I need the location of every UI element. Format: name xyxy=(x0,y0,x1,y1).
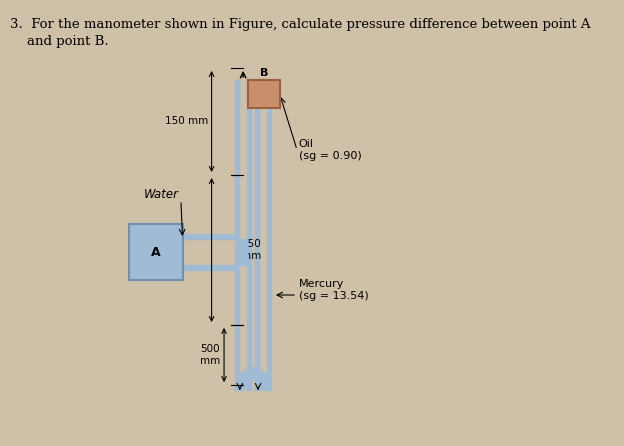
Text: Oil
(sg = 0.90): Oil (sg = 0.90) xyxy=(299,139,361,161)
Bar xyxy=(255,108,259,390)
Text: and point B.: and point B. xyxy=(10,35,109,48)
Bar xyxy=(235,80,239,108)
Bar xyxy=(248,80,280,108)
Bar xyxy=(183,234,235,239)
Bar xyxy=(235,108,239,390)
Wedge shape xyxy=(235,368,271,390)
Bar xyxy=(239,239,247,265)
Bar xyxy=(129,224,183,280)
Text: B: B xyxy=(260,68,268,78)
Bar xyxy=(267,108,271,390)
Text: 500
mm: 500 mm xyxy=(200,344,220,366)
Text: A: A xyxy=(151,245,160,259)
Text: Mercury
(sg = 13.54): Mercury (sg = 13.54) xyxy=(299,279,369,301)
Text: 750
mm: 750 mm xyxy=(241,239,261,261)
Text: Water: Water xyxy=(144,189,178,202)
Bar xyxy=(183,265,235,270)
Text: 150 mm: 150 mm xyxy=(165,116,208,127)
Bar xyxy=(247,80,251,108)
Bar xyxy=(247,108,251,390)
Text: 3.  For the manometer shown in Figure, calculate pressure difference between poi: 3. For the manometer shown in Figure, ca… xyxy=(10,18,590,31)
